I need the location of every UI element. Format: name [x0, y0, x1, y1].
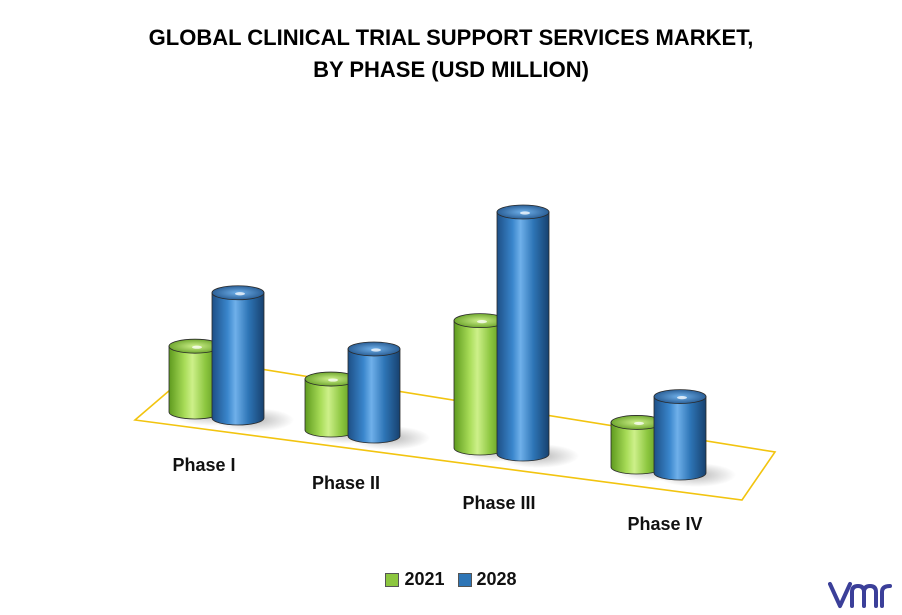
bar-2021-phase-iii — [453, 313, 507, 456]
legend-label-2021: 2021 — [404, 569, 445, 589]
bar-highlight — [235, 292, 245, 296]
category-label-phase-ii: Phase II — [312, 473, 380, 493]
category-label-phase-iv: Phase IV — [627, 514, 702, 534]
bar-body — [653, 396, 707, 481]
bar-2028-phase-iv — [653, 389, 707, 481]
category-label-phase-iii: Phase III — [462, 493, 535, 513]
legend-item-2028: 2028 — [457, 569, 517, 590]
chart-title-line-2: BY PHASE (USD MILLION) — [313, 57, 589, 82]
chart-title-line-1: GLOBAL CLINICAL TRIAL SUPPORT SERVICES M… — [148, 25, 754, 50]
legend: 2021 2028 — [0, 569, 902, 592]
bar-highlight — [634, 421, 644, 426]
category-label-phase-i: Phase I — [172, 455, 235, 475]
bar-highlight — [328, 378, 338, 382]
chart-title: GLOBAL CLINICAL TRIAL SUPPORT SERVICES M… — [0, 22, 902, 86]
bar-highlight — [192, 345, 202, 349]
bar-2028-phase-iii — [496, 204, 550, 462]
bar-2021-phase-iv — [610, 415, 664, 475]
legend-swatch-2028 — [457, 572, 472, 587]
bar-highlight — [520, 211, 530, 215]
bar-2028-phase-i — [211, 285, 265, 426]
vmr-logo-icon — [828, 582, 892, 608]
legend-item-2021: 2021 — [385, 569, 444, 590]
bar-highlight — [371, 348, 381, 352]
bar-body — [496, 211, 550, 462]
bar-2021-phase-i — [168, 338, 222, 420]
bar-body — [211, 292, 265, 426]
legend-label-2028: 2028 — [476, 569, 517, 589]
bar-highlight — [477, 320, 487, 324]
bar-highlight — [677, 395, 687, 400]
bar-2028-phase-ii — [347, 341, 401, 444]
bar-body — [347, 348, 401, 444]
legend-swatch-2021 — [385, 572, 400, 587]
